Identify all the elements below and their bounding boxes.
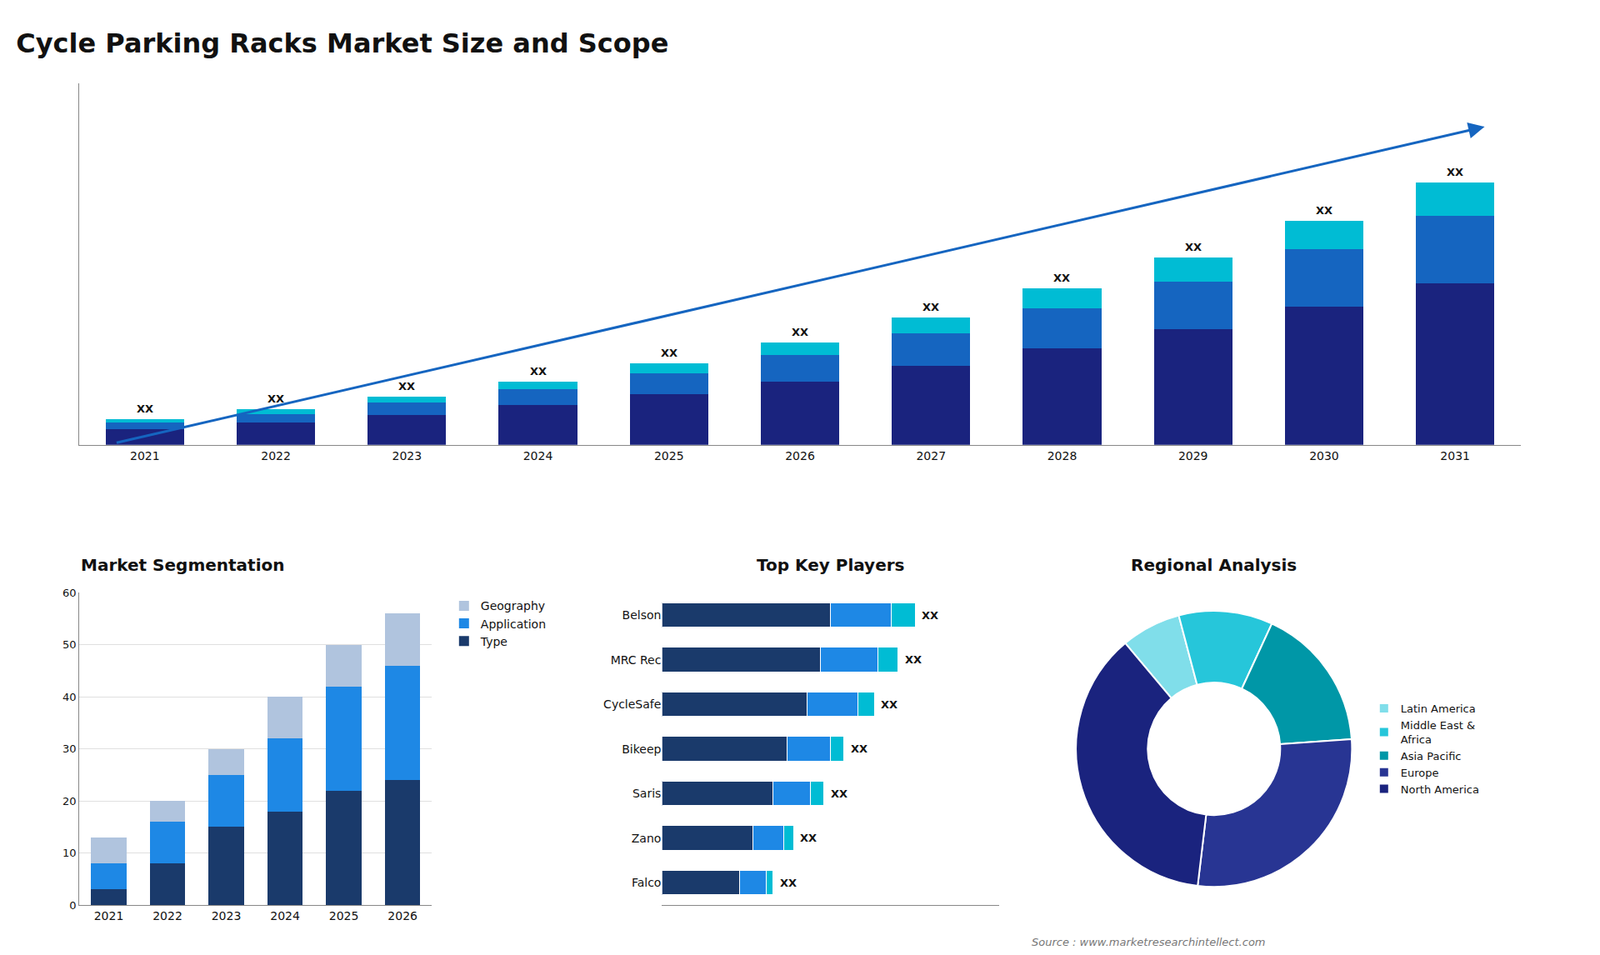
svg-text:10: 10 [62,846,77,860]
svg-text:XX: XX [660,346,678,360]
svg-text:XX: XX [1446,165,1464,179]
svg-text:Regional Analysis: Regional Analysis [1130,555,1297,575]
svg-text:XX: XX [905,653,922,666]
svg-text:Source : www.marketresearchint: Source : www.marketresearchintellect.com [1031,935,1266,949]
svg-text:Falco: Falco [631,875,662,890]
svg-text:XX: XX [267,392,285,405]
svg-text:Application: Application [480,617,546,631]
svg-text:Zano: Zano [631,831,662,845]
svg-text:XX: XX [880,698,898,711]
svg-text:Asia Pacific: Asia Pacific [1400,750,1462,763]
svg-text:60: 60 [62,586,77,600]
svg-text:XX: XX [800,831,817,845]
svg-text:North America: North America [1400,783,1480,796]
svg-text:Belson: Belson [622,608,662,622]
svg-text:50: 50 [62,638,77,651]
svg-text:2023: 2023 [391,449,422,463]
svg-text:XX: XX [398,380,415,393]
svg-text:2021: 2021 [130,449,160,463]
svg-text:2025: 2025 [654,449,685,463]
svg-text:XX: XX [791,325,809,339]
svg-text:2026: 2026 [785,449,815,463]
svg-text:Type: Type [480,635,508,649]
svg-text:2029: 2029 [1178,449,1209,463]
svg-text:XX: XX [850,742,868,755]
svg-text:XX: XX [1185,240,1202,254]
svg-text:XX: XX [1315,204,1333,217]
svg-text:2027: 2027 [915,449,946,463]
svg-text:2022: 2022 [152,909,183,923]
svg-text:Market Segmentation: Market Segmentation [80,555,285,575]
svg-text:Bikeep: Bikeep [621,742,661,756]
svg-text:30: 30 [62,742,77,755]
svg-text:20: 20 [62,795,77,808]
svg-text:XX: XX [830,787,848,800]
svg-text:2022: 2022 [260,449,291,463]
svg-text:2030: 2030 [1309,449,1340,463]
svg-text:2023: 2023 [211,909,242,923]
svg-text:XX: XX [922,300,940,314]
svg-text:2024: 2024 [270,909,300,923]
svg-text:XX: XX [1053,271,1070,285]
svg-text:CycleSafe: CycleSafe [603,697,661,711]
svg-text:Cycle Parking Racks Market Siz: Cycle Parking Racks Market Size and Scop… [15,27,669,60]
svg-text:Europe: Europe [1400,766,1440,780]
svg-text:Geography: Geography [480,599,545,613]
svg-text:40: 40 [62,690,77,704]
svg-text:Top Key Players: Top Key Players [756,555,905,575]
svg-text:0: 0 [69,899,76,912]
svg-text:2021: 2021 [94,909,125,923]
svg-text:MRC Rec: MRC Rec [610,653,662,667]
svg-text:2025: 2025 [329,909,360,923]
svg-text:Middle East &Africa: Middle East &Africa [1400,719,1475,746]
svg-text:Latin America: Latin America [1400,702,1476,715]
svg-text:2028: 2028 [1047,449,1078,463]
svg-text:XX: XX [780,876,797,890]
svg-text:XX: XX [921,609,939,622]
svg-text:XX: XX [136,402,154,415]
svg-text:2024: 2024 [523,449,554,463]
svg-text:XX: XX [530,365,547,378]
svg-text:2026: 2026 [387,909,418,923]
svg-text:Saris: Saris [632,786,661,800]
svg-text:2031: 2031 [1440,449,1470,463]
